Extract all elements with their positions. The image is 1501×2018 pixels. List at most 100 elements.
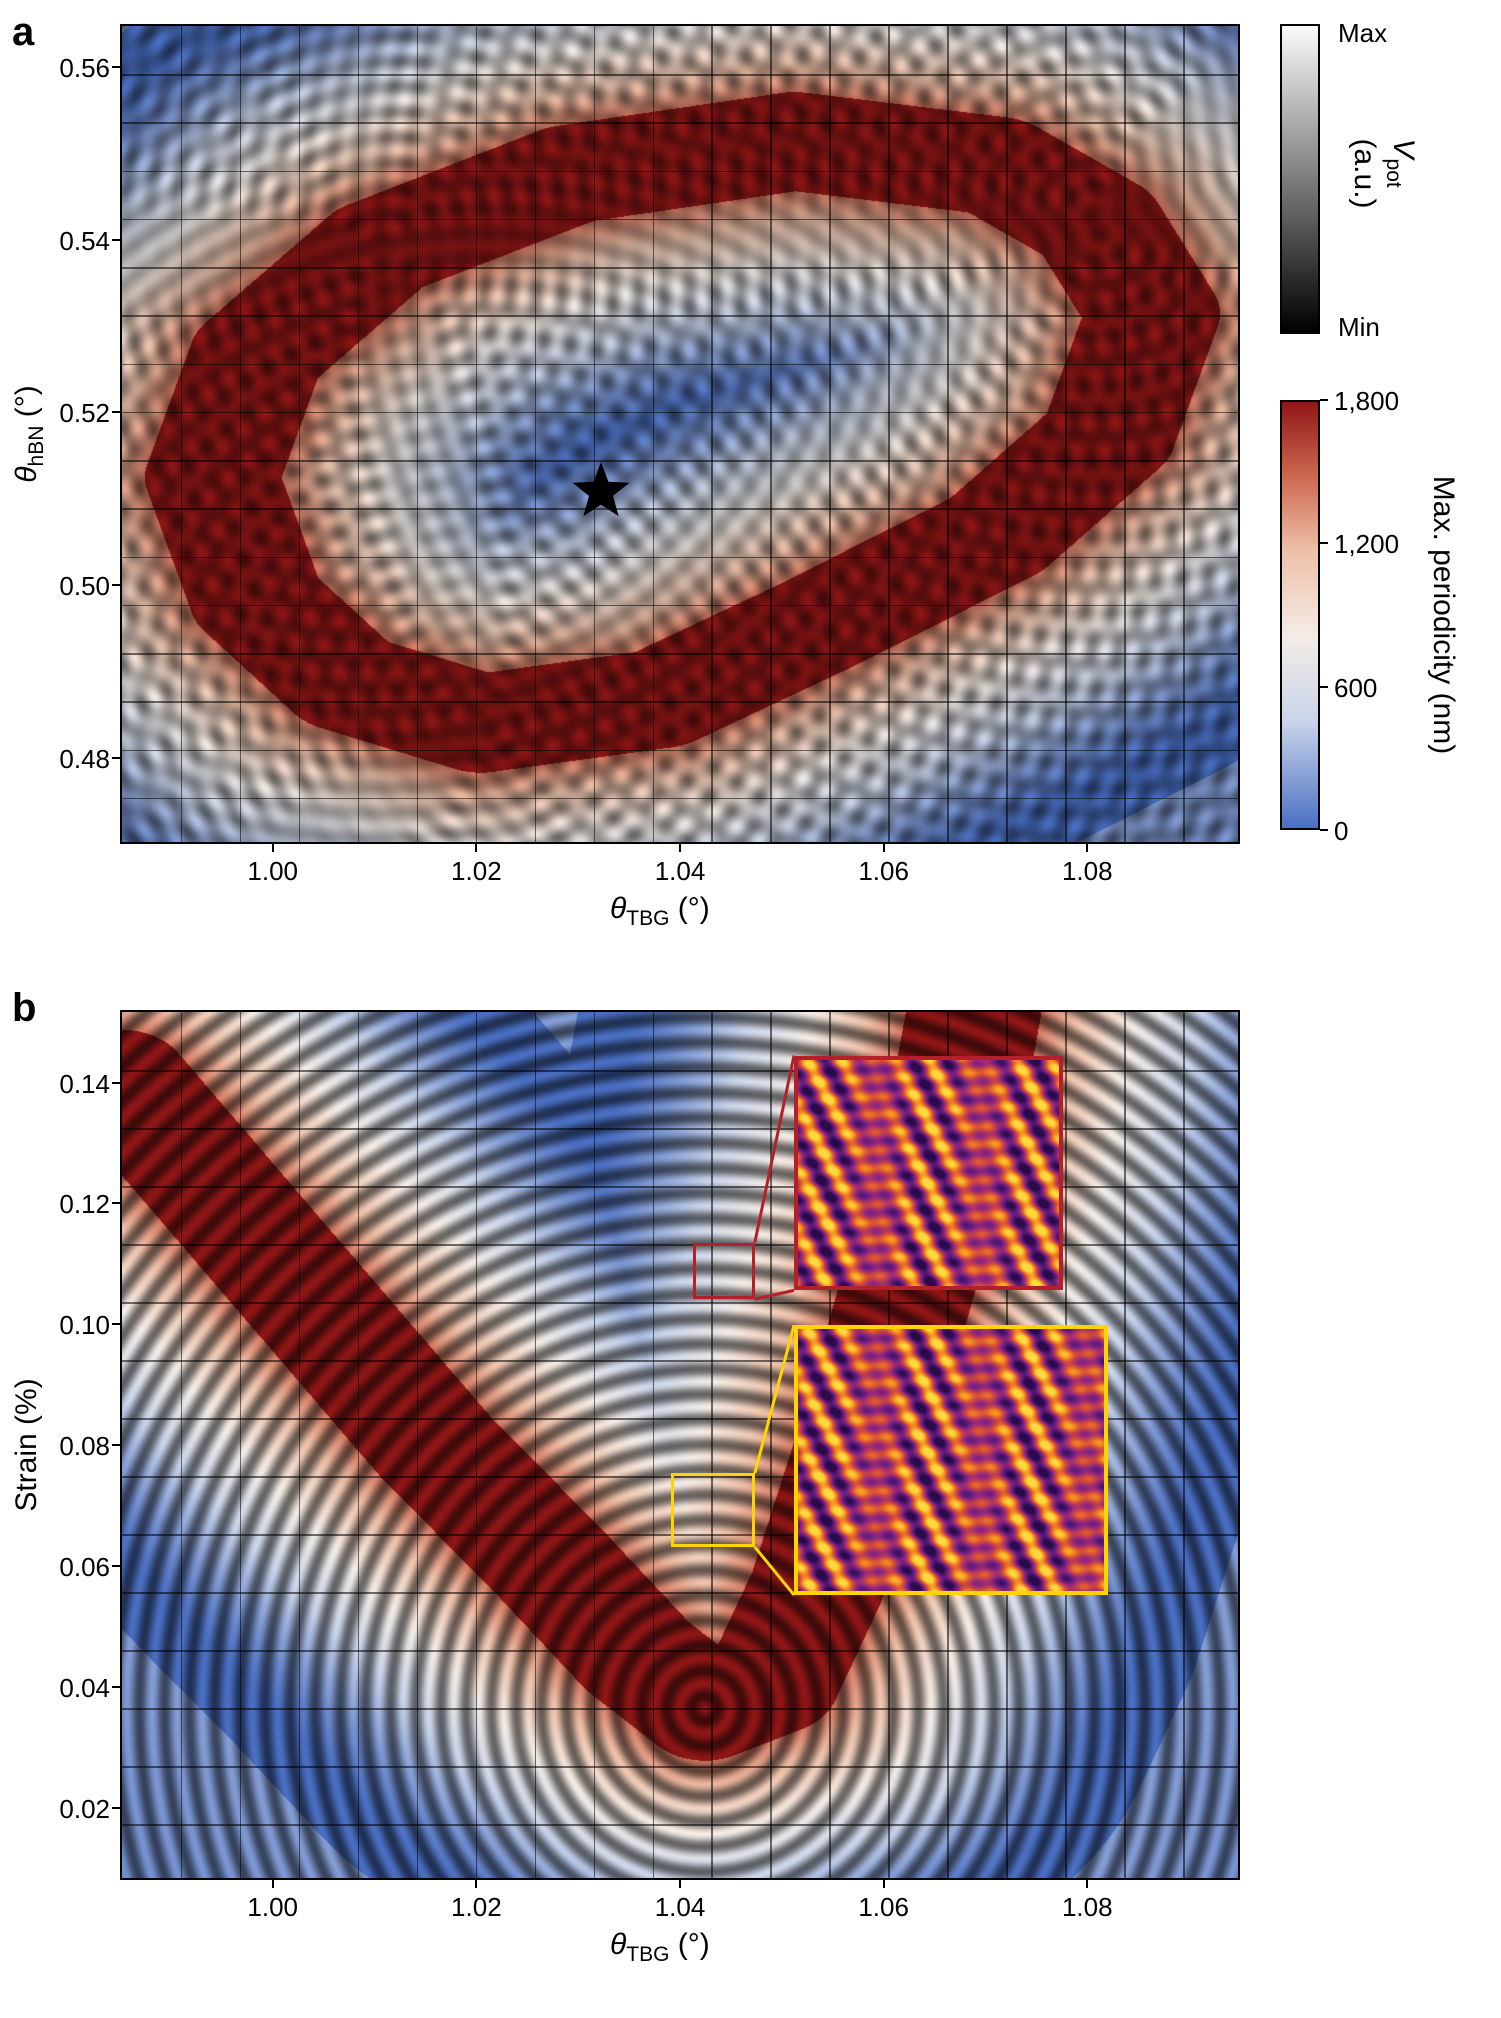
xtick: [1086, 1880, 1088, 1888]
ytick: [112, 757, 120, 759]
ylabel-b: Strain (%): [10, 1378, 44, 1511]
grid-h: [122, 1186, 1240, 1188]
grid-v: [594, 26, 596, 844]
xtick-label: 1.06: [854, 1892, 914, 1923]
panel-label-b: b: [12, 986, 36, 1031]
grid-h: [122, 1128, 1240, 1130]
ytick: [112, 66, 120, 68]
grid-v: [1183, 1012, 1185, 1880]
xtick-label: 1.08: [1057, 856, 1117, 887]
grid-v: [1124, 1012, 1126, 1880]
cbar-tick: [1320, 686, 1328, 688]
xtick: [679, 844, 681, 852]
cbar-tick-label: 1,800: [1334, 386, 1399, 417]
grid-h: [122, 74, 1240, 76]
xtick-label: 1.02: [446, 856, 506, 887]
grid-h: [122, 653, 1240, 655]
grid-v: [1065, 26, 1067, 844]
ytick: [112, 584, 120, 586]
cbar-tick-label: 1,200: [1334, 529, 1399, 560]
ytick: [112, 1807, 120, 1809]
grid-v: [770, 1012, 772, 1880]
grid-v: [947, 26, 949, 844]
grid-h: [122, 219, 1240, 221]
grid-v: [299, 1012, 301, 1880]
inset-yellow-canvas: [798, 1329, 1108, 1595]
xlabel-a: θTBG (°): [610, 892, 710, 931]
xtick-label: 1.02: [446, 1892, 506, 1923]
figure: a1.001.021.041.061.080.480.500.520.540.5…: [0, 0, 1501, 2018]
cbar-tick: [1320, 542, 1328, 544]
xtick: [883, 844, 885, 852]
xtick-label: 1.00: [243, 856, 303, 887]
ytick-label: 0.54: [40, 226, 110, 257]
grid-h: [122, 1766, 1240, 1768]
grid-h: [122, 750, 1240, 752]
inset-red-dest: [794, 1056, 1063, 1291]
inset-red-source: [693, 1243, 755, 1300]
ytick-label: 0.52: [40, 398, 110, 429]
cbar-vpot-max: Max: [1338, 18, 1387, 49]
cbar-vpot-min: Min: [1338, 312, 1380, 343]
grid-v: [653, 1012, 655, 1880]
ytick-label: 0.14: [40, 1069, 110, 1100]
grid-v: [535, 26, 537, 844]
grid-v: [240, 1012, 242, 1880]
xtick-label: 1.06: [854, 856, 914, 887]
xtick-label: 1.08: [1057, 1892, 1117, 1923]
grid-h: [122, 798, 1240, 800]
grid-v: [1124, 26, 1126, 844]
grid-h: [122, 605, 1240, 607]
grid-v: [653, 26, 655, 844]
grid-h: [122, 122, 1240, 124]
grid-h: [122, 557, 1240, 559]
grid-h: [122, 267, 1240, 269]
ytick-label: 0.02: [40, 1794, 110, 1825]
xtick-label: 1.04: [650, 856, 710, 887]
grid-v: [358, 26, 360, 844]
ytick: [112, 1444, 120, 1446]
xtick: [679, 1880, 681, 1888]
grid-v: [417, 26, 419, 844]
panel-label-a: a: [12, 10, 34, 55]
ytick: [112, 1686, 120, 1688]
ytick-label: 0.50: [40, 571, 110, 602]
inset-red-canvas: [798, 1060, 1063, 1291]
ytick: [112, 1202, 120, 1204]
cbar-tick-label: 0: [1334, 816, 1348, 847]
star-marker: [571, 462, 631, 522]
xtick: [272, 844, 274, 852]
grid-h: [122, 1650, 1240, 1652]
ytick: [112, 239, 120, 241]
xtick: [475, 1880, 477, 1888]
xtick-label: 1.00: [243, 1892, 303, 1923]
grid-v: [358, 1012, 360, 1880]
cbar-vpot: [1280, 24, 1320, 334]
grid-h: [122, 364, 1240, 366]
grid-h: [122, 412, 1240, 414]
ytick-label: 0.56: [40, 53, 110, 84]
plot-a: [120, 24, 1240, 844]
grid-v: [181, 26, 183, 844]
grid-h: [122, 315, 1240, 317]
grid-v: [770, 26, 772, 844]
grid-v: [888, 26, 890, 844]
cbar-periodicity-label: Max. periodicity (nm): [1426, 476, 1460, 754]
cbar-tick-label: 600: [1334, 673, 1377, 704]
grid-v: [829, 26, 831, 844]
ytick: [112, 1565, 120, 1567]
grid-v: [711, 1012, 713, 1880]
grid-v: [1006, 26, 1008, 844]
grid-h: [122, 1824, 1240, 1826]
inset-yellow-source: [671, 1473, 755, 1547]
grid-v: [594, 1012, 596, 1880]
ytick-label: 0.06: [40, 1552, 110, 1583]
inset-yellow-dest: [794, 1325, 1108, 1595]
xtick: [883, 1880, 885, 1888]
ytick: [112, 411, 120, 413]
cbar-periodicity: [1280, 400, 1320, 830]
ytick: [112, 1323, 120, 1325]
grid-v: [535, 1012, 537, 1880]
xtick: [475, 844, 477, 852]
grid-h: [122, 1070, 1240, 1072]
